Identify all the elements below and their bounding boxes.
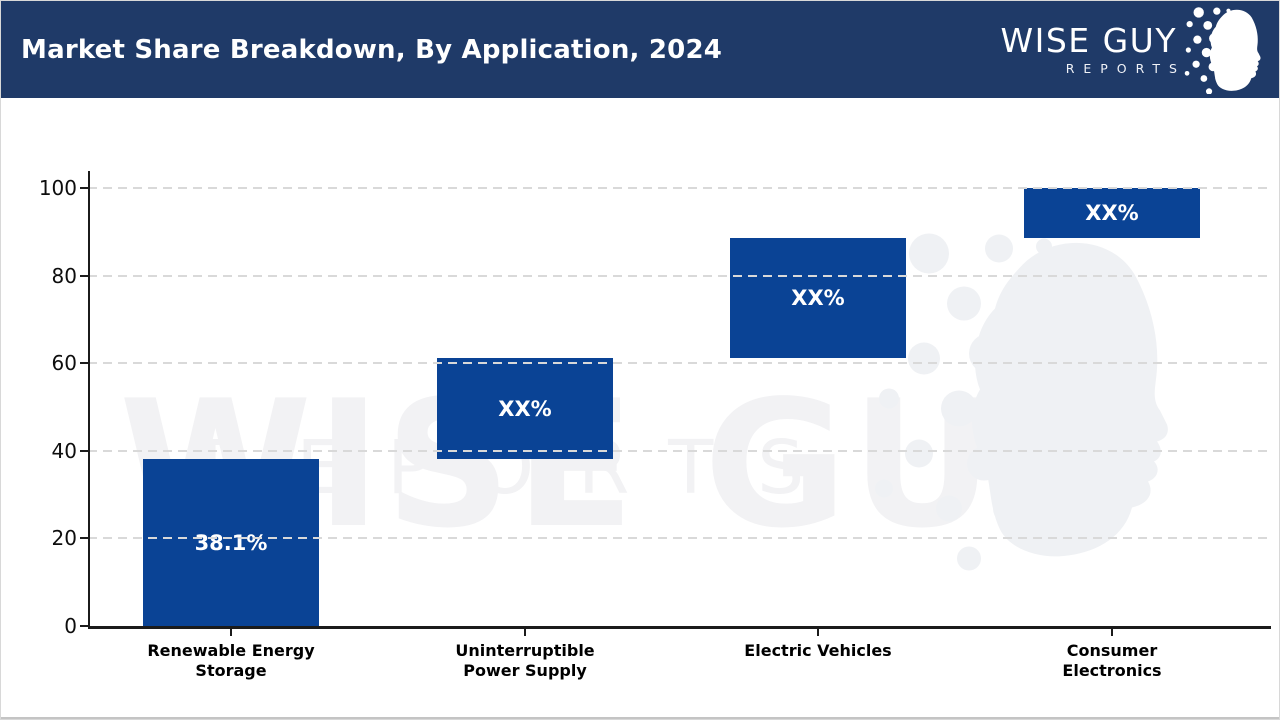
y-tick-label: 80 [51,263,77,288]
logo-wordmark: WISE GUY [1000,20,1177,60]
x-tick-mark [524,629,526,636]
category-label-line: Consumer [1066,641,1158,660]
y-tick-label: 20 [51,526,77,551]
category-label: Consumer Electronics [992,641,1232,681]
y-tick-label: 40 [51,438,77,463]
plot-region: 0 20 40 60 80 100 38.1% XX% XX% XX% Renewable Ener… [1,98,1279,718]
y-tick-mark [80,362,88,365]
category-label-line: Electronics [1062,661,1162,680]
bottom-border [1,717,1279,719]
category-label: Electric Vehicles [698,641,938,661]
gridline [88,362,1271,365]
category-label: Uninterruptible Power Supply [405,641,645,681]
bar-segment: XX% [437,357,613,460]
page-title: Market Share Breakdown, By Application, … [21,34,723,65]
y-tick-mark [80,537,88,540]
gridline [88,449,1271,452]
y-tick-label: 100 [38,176,77,200]
category-label-line: Uninterruptible [455,641,595,660]
bar-value-label: 38.1% [194,530,268,555]
logo-head-icon [1181,6,1263,94]
category-label: Renewable Energy Storage [111,641,351,681]
category-label-line: Power Supply [463,661,587,680]
bar-value-label: XX% [1085,200,1139,225]
category-label-line: Storage [195,661,267,680]
brand-logo-text: WISE GUY REPORTS [1000,24,1177,76]
x-tick-mark [817,629,819,636]
category-label-line: Electric Vehicles [744,641,892,660]
gridline [88,187,1271,189]
y-tick-mark [80,449,88,452]
bar-segment: 38.1% [143,459,319,626]
y-tick-mark [80,625,88,627]
x-tick-mark [1111,629,1113,636]
bar-value-label: XX% [498,396,552,421]
bar-segment: XX% [730,237,906,358]
y-tick-mark [80,187,88,189]
y-tick-label: 0 [64,614,77,638]
x-tick-mark [230,629,232,636]
y-axis-line [88,171,90,628]
x-axis-line [88,626,1271,629]
bar-segment: XX% [1024,188,1200,238]
y-tick-label: 60 [51,351,77,376]
chart: WISE GUY REPORTS 0 20 40 60 80 100 38.1% XX% XX%… [1,98,1279,718]
category-label-line: Renewable Energy [147,641,315,660]
header: Market Share Breakdown, By Application, … [1,1,1279,98]
logo-subtext: REPORTS [1065,60,1186,76]
y-tick-mark [80,274,88,277]
bar-value-label: XX% [791,285,845,310]
brand-logo: WISE GUY REPORTS [1000,6,1263,94]
gridline [88,537,1271,540]
gridline [88,274,1271,277]
